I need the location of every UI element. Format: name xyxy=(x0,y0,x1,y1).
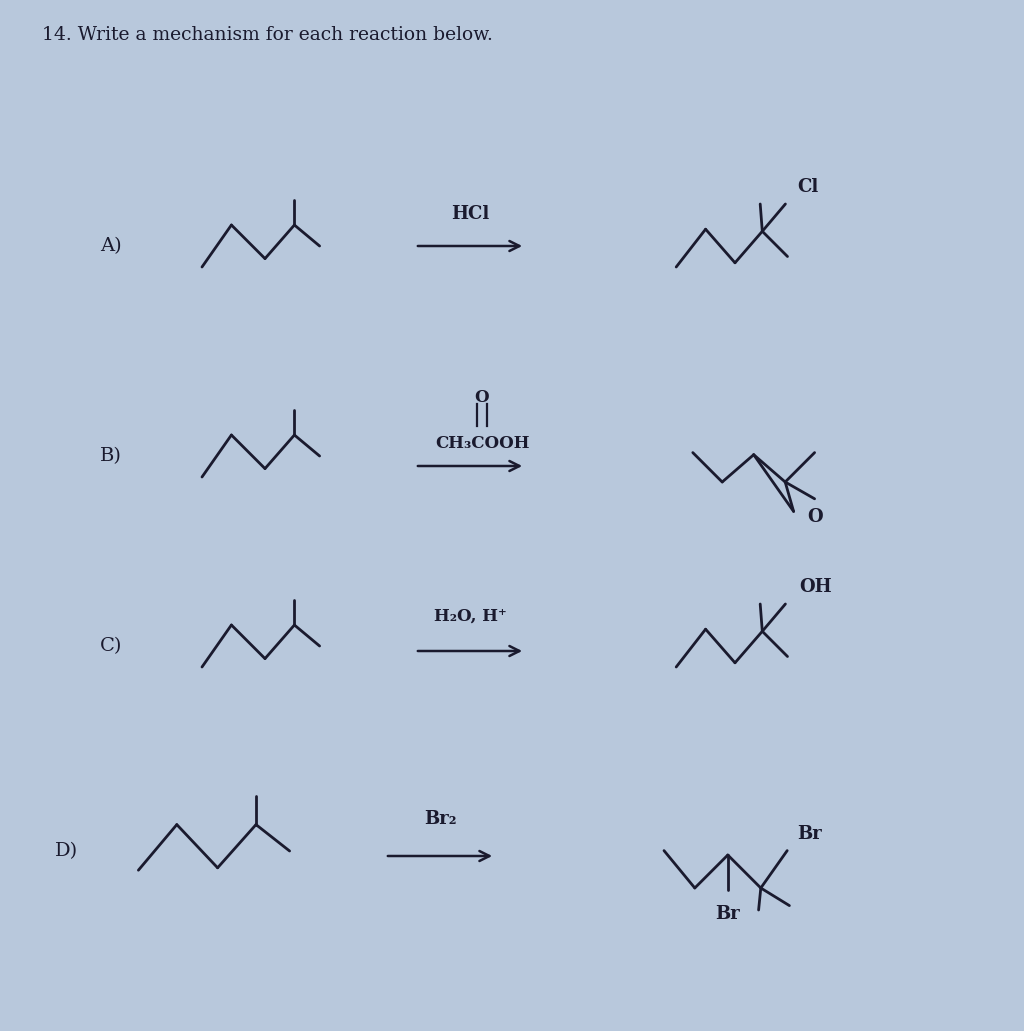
Text: OH: OH xyxy=(800,578,833,596)
Text: Br: Br xyxy=(716,905,740,923)
Text: H₂O, H⁺: H₂O, H⁺ xyxy=(433,607,507,625)
Text: 14. Write a mechanism for each reaction below.: 14. Write a mechanism for each reaction … xyxy=(42,26,493,44)
Text: B): B) xyxy=(100,447,122,465)
Text: A): A) xyxy=(100,237,122,255)
Text: HCl: HCl xyxy=(451,205,489,223)
Text: Br₂: Br₂ xyxy=(424,810,457,828)
Text: D): D) xyxy=(55,842,78,860)
Text: O: O xyxy=(475,390,489,406)
Text: Br: Br xyxy=(798,825,822,842)
Text: Cl: Cl xyxy=(798,178,818,196)
Text: O: O xyxy=(808,508,823,527)
Text: C): C) xyxy=(100,637,123,655)
Text: CH₃COOH: CH₃COOH xyxy=(435,435,529,453)
